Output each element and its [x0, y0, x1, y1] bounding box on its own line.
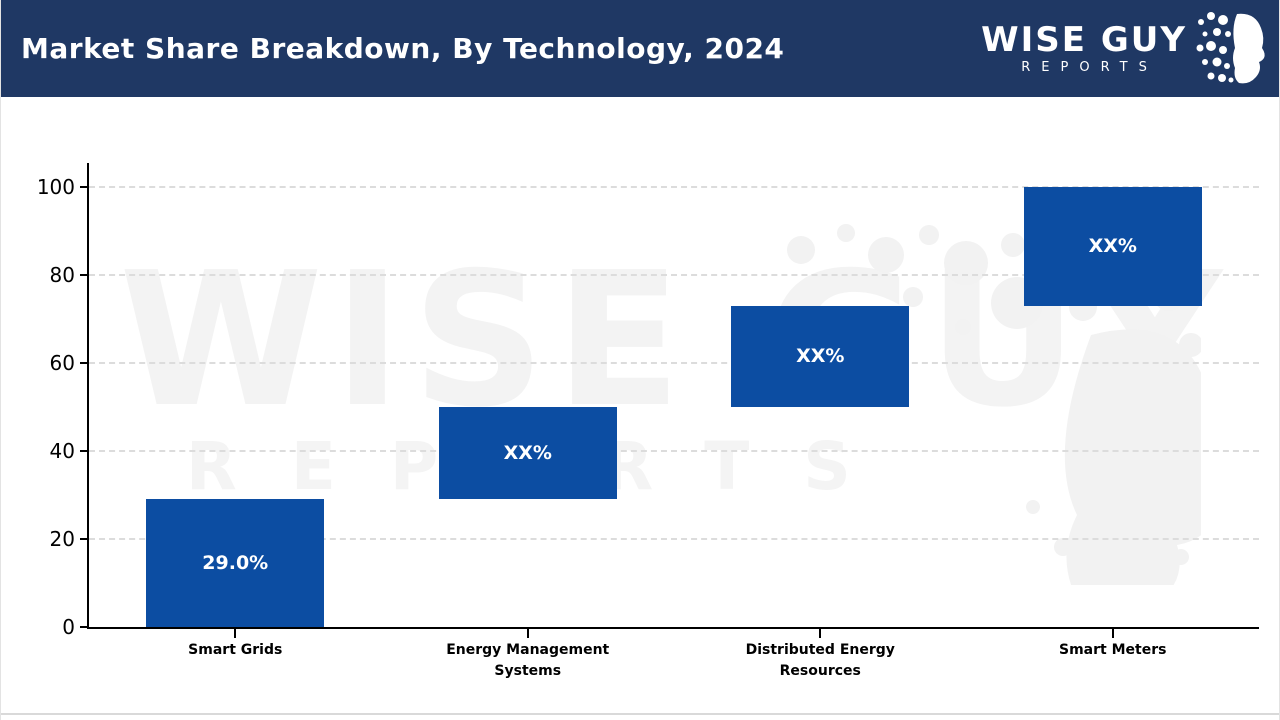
bar-smart-meters: XX% [1023, 187, 1202, 306]
gridline-y-40 [89, 450, 1259, 452]
brand-logo-subtitle: REPORTS [1021, 60, 1158, 75]
footer-rule [1, 713, 1279, 715]
bar-value-label: XX% [1088, 235, 1137, 258]
gridline-y-60 [89, 362, 1259, 364]
xcat-label-smart-meters: Smart Meters [1059, 642, 1167, 658]
bar-value-label: XX% [503, 442, 552, 465]
y-axis-line [87, 163, 89, 629]
ytick-mark-40 [80, 450, 89, 452]
ytick-label-60: 60 [49, 351, 75, 375]
ytick-label-40: 40 [49, 439, 75, 463]
page-title: Market Share Breakdown, By Technology, 2… [21, 32, 785, 65]
bar-smart-grids: 29.0% [146, 499, 325, 627]
ytick-mark-0 [80, 626, 89, 628]
xcat-label-distributed-energy-resources: Distributed Energy Resources [745, 642, 895, 679]
ytick-mark-80 [80, 274, 89, 276]
brand-logo-text: WISE GUY REPORTS [981, 22, 1187, 75]
ytick-mark-20 [80, 538, 89, 540]
xtick-mark-3 [819, 629, 822, 638]
dotted-head-icon [1196, 11, 1265, 83]
xcat-label-smart-grids: Smart Grids [188, 642, 283, 658]
ytick-label-20: 20 [49, 527, 75, 551]
ytick-mark-60 [80, 362, 89, 364]
bar-value-label: XX% [796, 345, 845, 368]
xtick-mark-4 [1111, 629, 1114, 638]
bar-energy-management-systems: XX% [438, 407, 617, 500]
header-bar: Market Share Breakdown, By Technology, 2… [1, 0, 1279, 97]
brand-logo-name: WISE GUY [981, 20, 1187, 60]
ytick-label-80: 80 [49, 263, 75, 287]
bar-distributed-energy-resources: XX% [731, 305, 910, 407]
brand-logo: WISE GUY REPORTS [981, 8, 1267, 90]
gridline-y-100 [89, 186, 1259, 188]
bar-value-label: 29.0% [202, 552, 269, 575]
ytick-label-0: 0 [62, 615, 75, 639]
gridline-y-80 [89, 274, 1259, 276]
xtick-mark-2 [526, 629, 529, 638]
xcat-label-energy-management-systems: Energy Management Systems [446, 642, 610, 679]
x-axis-line [87, 627, 1259, 629]
gridline-y-20 [89, 538, 1259, 540]
ytick-label-100: 100 [36, 175, 75, 199]
ytick-mark-100 [80, 186, 89, 188]
xtick-mark-1 [234, 629, 237, 638]
